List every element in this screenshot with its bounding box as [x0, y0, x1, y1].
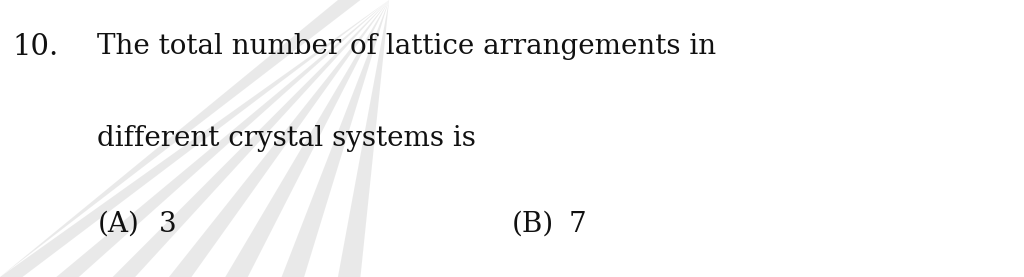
Polygon shape — [0, 0, 389, 277]
Polygon shape — [0, 0, 360, 277]
Polygon shape — [282, 0, 389, 277]
Text: 10.: 10. — [12, 33, 58, 61]
Polygon shape — [338, 0, 389, 277]
Polygon shape — [56, 0, 389, 277]
Polygon shape — [113, 0, 389, 277]
Text: 3: 3 — [159, 211, 176, 237]
Text: different crystal systems is: different crystal systems is — [97, 125, 476, 152]
Text: (A): (A) — [97, 211, 139, 237]
Polygon shape — [0, 0, 389, 277]
Polygon shape — [225, 0, 389, 277]
Text: (B): (B) — [512, 211, 554, 237]
Polygon shape — [169, 0, 389, 277]
Text: The total number of lattice arrangements in: The total number of lattice arrangements… — [97, 33, 717, 60]
Text: 7: 7 — [568, 211, 586, 237]
Polygon shape — [0, 0, 389, 277]
Polygon shape — [0, 0, 389, 277]
